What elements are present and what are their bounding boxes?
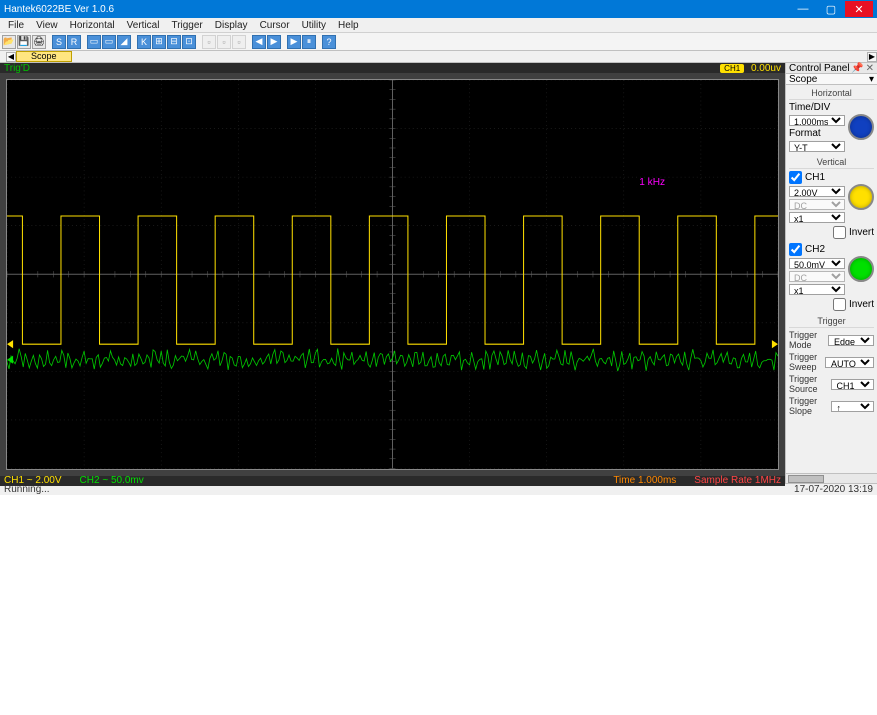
status-timestamp: 17-07-2020 13:19 bbox=[794, 484, 873, 495]
menu-help[interactable]: Help bbox=[332, 20, 365, 31]
footer-rate: Sample Rate 1MHz bbox=[694, 475, 781, 486]
ch1-invert-label: Invert bbox=[849, 227, 874, 238]
ch2-invert-checkbox[interactable] bbox=[833, 298, 846, 311]
trig-sweep-select[interactable]: AUTO bbox=[825, 357, 874, 368]
trig-source-select[interactable]: CH1 bbox=[831, 379, 875, 390]
ch2-knob[interactable] bbox=[848, 256, 874, 282]
menu-bar: File View Horizontal Vertical Trigger Di… bbox=[0, 18, 877, 33]
menu-file[interactable]: File bbox=[2, 20, 30, 31]
grid1-icon[interactable]: ⊞ bbox=[152, 35, 166, 49]
close-button[interactable]: ✕ bbox=[845, 1, 873, 17]
prev-icon[interactable]: ◀ bbox=[252, 35, 266, 49]
title-bar: Hantek6022BE Ver 1.0.6 — ▢ ✕ bbox=[0, 0, 877, 18]
control-panel: Control Panel 📌 ✕ Scope ▾ Horizontal Tim… bbox=[785, 63, 877, 483]
grid2-icon[interactable]: ⊟ bbox=[167, 35, 181, 49]
help-icon[interactable]: ? bbox=[322, 35, 336, 49]
footer-time: Time 1.000ms bbox=[613, 475, 676, 486]
group-vertical-title: Vertical bbox=[789, 156, 874, 169]
trig-mode-select[interactable]: Edge bbox=[828, 335, 874, 346]
menu-vertical[interactable]: Vertical bbox=[121, 20, 166, 31]
panel-tab-scope[interactable]: Scope ▾ bbox=[786, 74, 877, 85]
ch1-knob[interactable] bbox=[848, 184, 874, 210]
tab-scope[interactable]: Scope bbox=[16, 51, 72, 62]
panel-scrollbar[interactable] bbox=[786, 473, 877, 483]
tool-s-icon[interactable]: S bbox=[52, 35, 66, 49]
disabled3-icon: ▫ bbox=[232, 35, 246, 49]
format-select[interactable]: Y-T bbox=[789, 141, 845, 152]
minimize-button[interactable]: — bbox=[789, 1, 817, 17]
print-icon[interactable]: 🖨 bbox=[32, 35, 46, 49]
ch2-probe-select[interactable]: x1 bbox=[789, 284, 845, 295]
menu-view[interactable]: View bbox=[30, 20, 64, 31]
ch1-invert-checkbox[interactable] bbox=[833, 226, 846, 239]
ch1-enable-checkbox[interactable] bbox=[789, 171, 802, 184]
trig-mode-label: Trigger Mode bbox=[789, 330, 826, 350]
panel-header: Control Panel 📌 ✕ bbox=[786, 63, 877, 74]
pause-icon[interactable]: ⏸ bbox=[302, 35, 316, 49]
trigger-status: Trig'D bbox=[4, 63, 30, 74]
trig-slope-select[interactable]: ↑ bbox=[831, 401, 875, 412]
disabled2-icon: ▫ bbox=[217, 35, 231, 49]
tool-a-icon[interactable]: ▭ bbox=[87, 35, 101, 49]
scope-footer: CH1 ~ 2.00V CH2 ~ 50.0mv Time 1.000ms Sa… bbox=[0, 476, 785, 486]
tool-c-icon[interactable]: ◢ bbox=[117, 35, 131, 49]
svg-text:1 kHz: 1 kHz bbox=[639, 177, 665, 188]
cursor-icon[interactable]: K bbox=[137, 35, 151, 49]
trig-slope-label: Trigger Slope bbox=[789, 396, 829, 416]
panel-pin-icon[interactable]: 📌 bbox=[851, 63, 863, 74]
menu-utility[interactable]: Utility bbox=[296, 20, 332, 31]
run-icon[interactable]: ▶ bbox=[287, 35, 301, 49]
menu-cursor[interactable]: Cursor bbox=[254, 20, 296, 31]
format-label: Format bbox=[789, 128, 845, 139]
timediv-select[interactable]: 1.000ms bbox=[789, 115, 845, 126]
ch2-label: CH2 bbox=[805, 244, 825, 255]
next-icon[interactable]: ▶ bbox=[267, 35, 281, 49]
scope-header: Trig'D CH1 0.00uv bbox=[0, 63, 785, 73]
panel-close-icon[interactable]: ✕ bbox=[866, 63, 874, 74]
scope-area: Trig'D CH1 0.00uv 1 kHz CH1 ~ 2.00V CH2 … bbox=[0, 63, 785, 483]
panel-title: Control Panel bbox=[789, 63, 850, 74]
waveform-plot[interactable]: 1 kHz bbox=[6, 79, 779, 470]
menu-display[interactable]: Display bbox=[209, 20, 254, 31]
ch1-volts-select[interactable]: 2.00V bbox=[789, 186, 845, 197]
group-vertical: Vertical CH1 2.00V DC x1 Invert CH2 bbox=[789, 156, 874, 311]
ch1-coupling-select: DC bbox=[789, 199, 845, 210]
group-horizontal: Horizontal Time/DIV 1.000ms Format Y-T bbox=[789, 87, 874, 152]
open-icon[interactable]: 📂 bbox=[2, 35, 16, 49]
menu-trigger[interactable]: Trigger bbox=[165, 20, 208, 31]
group-trigger-title: Trigger bbox=[789, 315, 874, 328]
status-text: Running... bbox=[4, 484, 50, 495]
group-trigger: Trigger Trigger ModeEdge Trigger SweepAU… bbox=[789, 315, 874, 416]
grid3-icon[interactable]: ⊡ bbox=[182, 35, 196, 49]
tab-strip: ◀ Scope ▶ bbox=[0, 51, 877, 63]
trig-sweep-label: Trigger Sweep bbox=[789, 352, 823, 372]
window-title: Hantek6022BE Ver 1.0.6 bbox=[4, 4, 789, 15]
ch2-coupling-select: DC bbox=[789, 271, 845, 282]
footer-ch2: CH2 ~ 50.0mv bbox=[80, 475, 144, 486]
save-icon[interactable]: 💾 bbox=[17, 35, 31, 49]
trig-source-label: Trigger Source bbox=[789, 374, 829, 394]
maximize-button[interactable]: ▢ bbox=[817, 1, 845, 17]
tool-b-icon[interactable]: ▭ bbox=[102, 35, 116, 49]
ch2-volts-select[interactable]: 50.0mV bbox=[789, 258, 845, 269]
timediv-label: Time/DIV bbox=[789, 102, 845, 113]
ch2-invert-label: Invert bbox=[849, 299, 874, 310]
tool-r-icon[interactable]: R bbox=[67, 35, 81, 49]
group-horizontal-title: Horizontal bbox=[789, 87, 874, 100]
disabled1-icon: ▫ bbox=[202, 35, 216, 49]
tab-next-button[interactable]: ▶ bbox=[867, 52, 877, 62]
tab-prev-button[interactable]: ◀ bbox=[6, 52, 16, 62]
ch2-enable-checkbox[interactable] bbox=[789, 243, 802, 256]
ch1-label: CH1 bbox=[805, 172, 825, 183]
menu-horizontal[interactable]: Horizontal bbox=[64, 20, 121, 31]
time-knob[interactable] bbox=[848, 114, 874, 140]
header-ch1-badge: CH1 bbox=[720, 64, 744, 73]
header-ch1-value: 0.00uv bbox=[751, 63, 781, 74]
toolbar: 📂 💾 🖨 S R ▭ ▭ ◢ K ⊞ ⊟ ⊡ ▫ ▫ ▫ ◀ ▶ ▶ ⏸ ? bbox=[0, 33, 877, 51]
ch1-probe-select[interactable]: x1 bbox=[789, 212, 845, 223]
